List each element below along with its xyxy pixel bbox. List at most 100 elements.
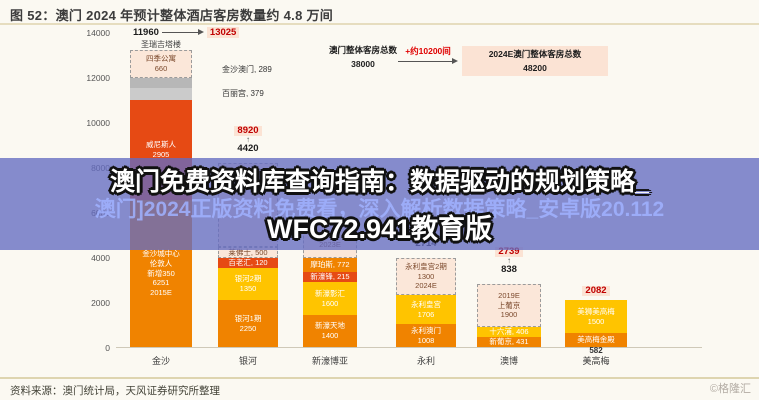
x-axis-label: 银河: [238, 356, 257, 366]
segment-label: 威尼斯人: [146, 140, 176, 150]
bar-total-annotation: 2082: [571, 286, 621, 296]
segment-label: 1400: [321, 331, 339, 340]
bar-segment: [130, 88, 192, 100]
bar-segment: 2019E 上葡京 1900: [477, 284, 541, 327]
x-axis-label: 澳博: [499, 356, 518, 366]
segment-label: 百老汇, 120: [228, 258, 268, 268]
bar-total-annotation: 8920 ↑ 4420: [223, 126, 273, 154]
overlay-band: [0, 158, 759, 250]
segment-label: 1600: [321, 298, 339, 308]
total-rooms-2024-value: 48200: [523, 63, 547, 73]
bar-segment: 十六浦, 406: [477, 327, 541, 337]
segment-label: 银河2期: [234, 274, 262, 284]
bar-total-value: 2082: [582, 286, 610, 296]
up-arrow-icon: ↑: [246, 134, 250, 144]
y-tick-label: 14000: [86, 28, 110, 38]
segment-label: 永利澳门: [411, 325, 441, 335]
bar-base-value: 11960: [133, 27, 159, 38]
total-rooms-current-label: 澳门整体客房总数 38000: [328, 43, 398, 72]
segment-label: 新葡京, 431: [489, 337, 529, 347]
total-rooms-current-value: 38000: [351, 59, 375, 70]
bar-segment: 美高梅金殿: [565, 333, 627, 347]
segment-label: 1350: [239, 284, 257, 293]
segment-label: 四季公寓: [146, 54, 176, 64]
bar-segment: 永利皇宫 1706: [396, 295, 456, 324]
segment-label: 1300: [417, 271, 435, 281]
segment-label: 新濠天地: [315, 321, 345, 331]
bar-total-value: 2739: [495, 247, 523, 257]
segment-label: 2019E: [498, 290, 520, 300]
x-axis-label: 永利: [416, 356, 435, 366]
y-tick-label: 2000: [91, 298, 110, 308]
source-note: 资料来源：澳门统计局，天风证券研究所整理: [10, 385, 220, 397]
segment-label: 1900: [500, 310, 518, 320]
segment-label: 新增350: [147, 268, 175, 278]
segment-label: 660: [154, 64, 168, 73]
x-axis-line: [116, 347, 702, 348]
y-tick-label: 10000: [86, 118, 110, 128]
watermark: ©格隆汇: [709, 383, 751, 395]
right-arrow-icon: [398, 57, 458, 66]
segment-label: 美狮美高梅: [577, 306, 615, 316]
bar-segment: 美狮美高梅 1500: [565, 300, 627, 333]
segment-label: 6251: [152, 278, 170, 288]
bar-segment: 永利澳门 1008: [396, 324, 456, 347]
segment-label: 1008: [417, 335, 435, 345]
segment-label: 十六浦, 406: [489, 327, 529, 337]
bar-below-value: 582: [589, 346, 603, 355]
total-rooms-2024-box: 2024E澳门整体客房总数 48200: [462, 46, 608, 76]
bar-segment: 新濠锋, 215: [303, 272, 357, 282]
y-tick-label: 4000: [91, 253, 110, 263]
bar-base-value: 4420: [237, 142, 259, 154]
bar-top-note: 圣瑞吉塔楼: [141, 40, 181, 49]
overlay-text-line3: WFC72.941教育版: [266, 214, 493, 244]
segment-label: 伦敦人: [149, 258, 173, 268]
segment-label: 美高梅金殿: [577, 335, 615, 345]
bar-segment: 摩珀斯, 772: [303, 258, 357, 272]
bar-segment: 新濠天地 1400: [303, 315, 357, 347]
segment-label: 永利皇宫: [411, 299, 441, 309]
y-tick-label: 12000: [86, 73, 110, 83]
segment-label: 上葡京: [497, 300, 521, 310]
segment-callout: 金沙澳门, 289: [222, 65, 272, 74]
bar-segment: 新葡京, 431: [477, 337, 541, 347]
x-axis-label: 金沙: [151, 356, 170, 366]
bar-total-value: 13025: [206, 27, 240, 38]
segment-label: 金沙城中心: [142, 249, 180, 259]
bar-total-annotation: 2739 ↑ 838: [484, 247, 534, 275]
segment-label: 2015E: [150, 288, 172, 298]
y-tick-label: 0: [105, 343, 110, 353]
bar-segment: 新濠影汇 1600: [303, 282, 357, 315]
segment-label: 新濠影汇: [315, 288, 345, 298]
overlay-text-line1: 澳门免费资料库查询指南：数据驱动的规划策略_: [110, 168, 649, 196]
segment-label: 2250: [239, 323, 257, 333]
figure-title: 图 52：澳门 2024 年预计整体酒店客房数量约 4.8 万间: [10, 8, 334, 23]
total-rooms-current-text: 澳门整体客房总数: [328, 45, 397, 55]
segment-label: 1706: [417, 309, 435, 319]
segment-label: 莱佛士, 500: [228, 247, 268, 257]
total-rooms-2024-text: 2024E澳门整体客房总数: [488, 48, 582, 59]
bar-segment: 永利皇宫2期 1300 2024E: [396, 258, 456, 295]
overlay-text-line2: 澳门]2024正版资料免费看，深入解析数据策略_安卓版20.112: [94, 198, 665, 221]
bar-segment: [130, 78, 192, 88]
segment-label: 2024E: [415, 281, 437, 291]
right-arrow-icon: [161, 28, 204, 37]
x-axis-label: 美高梅: [582, 356, 610, 366]
bar-total-value: 8920: [234, 126, 262, 136]
bar-total-annotation: 11960 13025: [133, 27, 240, 38]
segment-label: 永利皇宫2期: [405, 261, 447, 271]
title-divider: [0, 23, 759, 25]
bar-segment: 银河1期 2250: [218, 300, 278, 347]
segment-label: 银河1期: [234, 313, 262, 323]
segment-label: 新濠锋, 215: [310, 272, 350, 282]
x-axis-label: 新濠博亚: [311, 356, 348, 366]
rooms-increase-label: +约10200间: [405, 46, 451, 56]
footer-divider: [0, 377, 759, 379]
segment-callout: 百丽宫, 379: [222, 89, 264, 98]
up-arrow-icon: ↑: [507, 255, 511, 265]
bar-base-value: 838: [501, 263, 517, 275]
segment-label: 1500: [587, 316, 605, 326]
bar-segment: 四季公寓 660: [130, 50, 192, 78]
segment-label: 摩珀斯, 772: [310, 260, 350, 270]
